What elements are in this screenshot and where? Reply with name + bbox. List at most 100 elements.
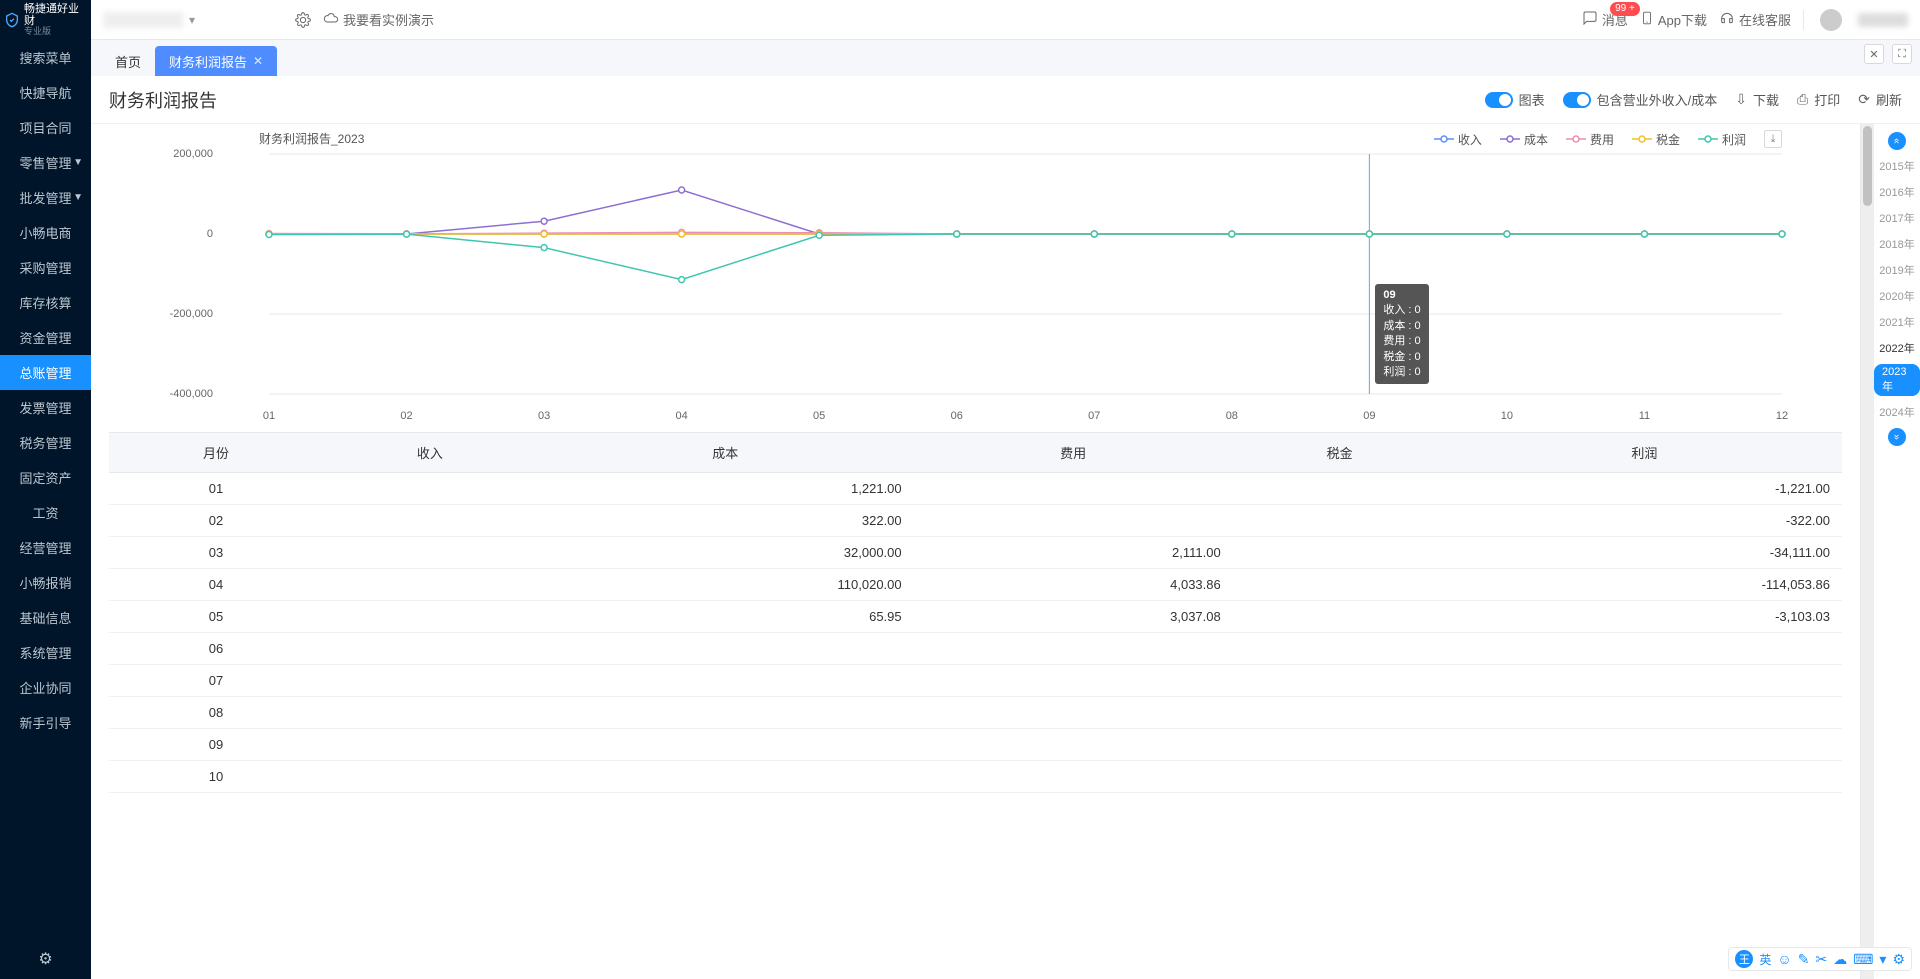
sidebar-item-15[interactable]: 小畅报销 bbox=[0, 565, 91, 600]
toggle-chart[interactable]: 图表 bbox=[1485, 90, 1545, 109]
legend-marker bbox=[1698, 134, 1718, 144]
year-item[interactable]: 2022年 bbox=[1875, 338, 1918, 358]
table-cell bbox=[1233, 665, 1447, 697]
sidebar-item-17[interactable]: 系统管理 bbox=[0, 635, 91, 670]
table-row[interactable]: 06 bbox=[109, 633, 1842, 665]
chart-save-icon[interactable]: ⤓ bbox=[1764, 130, 1782, 148]
sidebar-item-10[interactable]: 发票管理 bbox=[0, 390, 91, 425]
sidebar-item-8[interactable]: 资金管理 bbox=[0, 320, 91, 355]
brand-logo[interactable]: 畅捷通好业财 专业版 bbox=[0, 0, 91, 40]
table-header: 成本 bbox=[537, 433, 914, 473]
customer-service-link[interactable]: 在线客服 bbox=[1719, 10, 1791, 29]
sidebar-item-label: 基础信息 bbox=[19, 608, 71, 627]
table-cell bbox=[914, 473, 1233, 505]
sidebar-item-label: 经营管理 bbox=[19, 538, 71, 557]
year-item[interactable]: 2015年 bbox=[1875, 156, 1918, 176]
sidebar-item-0[interactable]: 搜索菜单 bbox=[0, 40, 91, 75]
tabs-close-all[interactable]: ✕ bbox=[1864, 44, 1884, 64]
app-download-link[interactable]: App下载 bbox=[1640, 10, 1707, 29]
sidebar-item-18[interactable]: 企业协同 bbox=[0, 670, 91, 705]
year-down-button[interactable]: » bbox=[1888, 428, 1906, 446]
year-item[interactable]: 2020年 bbox=[1875, 286, 1918, 306]
sidebar-menu: 搜索菜单快捷导航项目合同零售管理▼批发管理▼小畅电商采购管理库存核算资金管理总账… bbox=[0, 40, 91, 939]
page-header: 财务利润报告 图表 包含营业外收入/成本 ⇩ 下载 ⎙ 打印 ⟳ 刷新 bbox=[91, 76, 1920, 124]
sidebar-item-13[interactable]: 工资 bbox=[0, 495, 91, 530]
legend-item[interactable]: 利润 bbox=[1698, 131, 1746, 148]
chart-legend: 收入 成本 费用 税金 利润 ⤓ bbox=[1434, 130, 1782, 148]
scrollbar-thumb[interactable] bbox=[1863, 126, 1872, 206]
table-row[interactable]: 011,221.00-1,221.00 bbox=[109, 473, 1842, 505]
table-row[interactable]: 02322.00-322.00 bbox=[109, 505, 1842, 537]
sidebar-item-1[interactable]: 快捷导航 bbox=[0, 75, 91, 110]
sidebar-item-6[interactable]: 采购管理 bbox=[0, 250, 91, 285]
year-item[interactable]: 2019年 bbox=[1875, 260, 1918, 280]
sidebar-item-11[interactable]: 税务管理 bbox=[0, 425, 91, 460]
ime-edit-icon[interactable]: ✎ bbox=[1798, 951, 1810, 968]
download-button[interactable]: ⇩ 下载 bbox=[1735, 90, 1779, 109]
user-avatar[interactable] bbox=[1820, 9, 1842, 31]
chart-plot[interactable]: -400,000-200,0000200,0000102030405060708… bbox=[219, 154, 1792, 414]
table-cell: -34,111.00 bbox=[1447, 537, 1842, 569]
ime-smile-icon[interactable]: ☺ bbox=[1777, 951, 1791, 967]
sidebar-item-5[interactable]: 小畅电商 bbox=[0, 215, 91, 250]
sidebar-item-2[interactable]: 项目合同 bbox=[0, 110, 91, 145]
year-up-button[interactable]: « bbox=[1888, 132, 1906, 150]
table-row[interactable]: 09 bbox=[109, 729, 1842, 761]
legend-item[interactable]: 收入 bbox=[1434, 131, 1482, 148]
ime-scissors-icon[interactable]: ✂ bbox=[1815, 951, 1827, 968]
print-button[interactable]: ⎙ 打印 bbox=[1797, 90, 1840, 109]
scrollbar[interactable] bbox=[1860, 124, 1874, 979]
close-icon[interactable]: ✕ bbox=[253, 54, 263, 68]
ime-keyboard-icon[interactable]: ⌨ bbox=[1853, 951, 1873, 968]
fullscreen-icon[interactable]: ⛶ bbox=[1892, 44, 1912, 64]
table-cell bbox=[537, 729, 914, 761]
year-item[interactable]: 2016年 bbox=[1875, 182, 1918, 202]
demo-link[interactable]: 我要看实例演示 bbox=[323, 10, 434, 29]
toggle-extra-switch[interactable] bbox=[1563, 92, 1591, 108]
toggle-chart-switch[interactable] bbox=[1485, 92, 1513, 108]
sidebar-item-19[interactable]: 新手引导 bbox=[0, 705, 91, 740]
ime-pill[interactable]: 王 bbox=[1735, 950, 1753, 968]
year-item[interactable]: 2017年 bbox=[1875, 208, 1918, 228]
table-row[interactable]: 08 bbox=[109, 697, 1842, 729]
table-row[interactable]: 0565.953,037.08-3,103.03 bbox=[109, 601, 1842, 633]
sidebar-item-label: 零售管理 bbox=[19, 153, 71, 172]
sidebar-item-12[interactable]: 固定资产 bbox=[0, 460, 91, 495]
tab-home[interactable]: 首页 bbox=[101, 46, 155, 76]
year-item[interactable]: 2018年 bbox=[1875, 234, 1918, 254]
table-row[interactable]: 0332,000.002,111.00-34,111.00 bbox=[109, 537, 1842, 569]
sidebar-item-14[interactable]: 经营管理 bbox=[0, 530, 91, 565]
sidebar-item-9[interactable]: 总账管理 bbox=[0, 355, 91, 390]
sidebar-item-4[interactable]: 批发管理▼ bbox=[0, 180, 91, 215]
year-item[interactable]: 2024年 bbox=[1875, 402, 1918, 422]
toggle-extra[interactable]: 包含营业外收入/成本 bbox=[1563, 90, 1718, 109]
sidebar-item-7[interactable]: 库存核算 bbox=[0, 285, 91, 320]
refresh-icon: ⟳ bbox=[1858, 91, 1870, 108]
settings-icon[interactable] bbox=[295, 12, 311, 28]
table-row[interactable]: 07 bbox=[109, 665, 1842, 697]
legend-item[interactable]: 税金 bbox=[1632, 131, 1680, 148]
table-cell bbox=[914, 729, 1233, 761]
tab-report[interactable]: 财务利润报告 ✕ bbox=[155, 46, 277, 76]
org-selector[interactable]: ▾ bbox=[103, 6, 283, 34]
sidebar-item-label: 发票管理 bbox=[19, 398, 71, 417]
year-item[interactable]: 2023年 bbox=[1874, 364, 1920, 396]
sidebar-item-label: 资金管理 bbox=[19, 328, 71, 347]
table-row[interactable]: 04110,020.004,033.86-114,053.86 bbox=[109, 569, 1842, 601]
sidebar-settings[interactable]: ⚙ bbox=[0, 939, 91, 979]
ime-lang[interactable]: 英 bbox=[1759, 951, 1771, 968]
legend-item[interactable]: 费用 bbox=[1566, 131, 1614, 148]
year-item[interactable]: 2021年 bbox=[1875, 312, 1918, 332]
table-row[interactable]: 10 bbox=[109, 761, 1842, 793]
messages-link[interactable]: 消息 99 + bbox=[1582, 10, 1628, 29]
ime-down-icon[interactable]: ▾ bbox=[1879, 951, 1886, 968]
refresh-button[interactable]: ⟳ 刷新 bbox=[1858, 90, 1902, 109]
legend-item[interactable]: 成本 bbox=[1500, 131, 1548, 148]
ime-toolbar[interactable]: 王 英 ☺ ✎ ✂ ☁ ⌨ ▾ ⚙ bbox=[1728, 947, 1912, 971]
table-cell: 05 bbox=[109, 601, 323, 633]
ime-gear-icon[interactable]: ⚙ bbox=[1892, 951, 1905, 968]
ime-cloud-icon[interactable]: ☁ bbox=[1833, 951, 1847, 968]
sidebar-item-3[interactable]: 零售管理▼ bbox=[0, 145, 91, 180]
sidebar-item-16[interactable]: 基础信息 bbox=[0, 600, 91, 635]
legend-label: 利润 bbox=[1722, 131, 1746, 148]
